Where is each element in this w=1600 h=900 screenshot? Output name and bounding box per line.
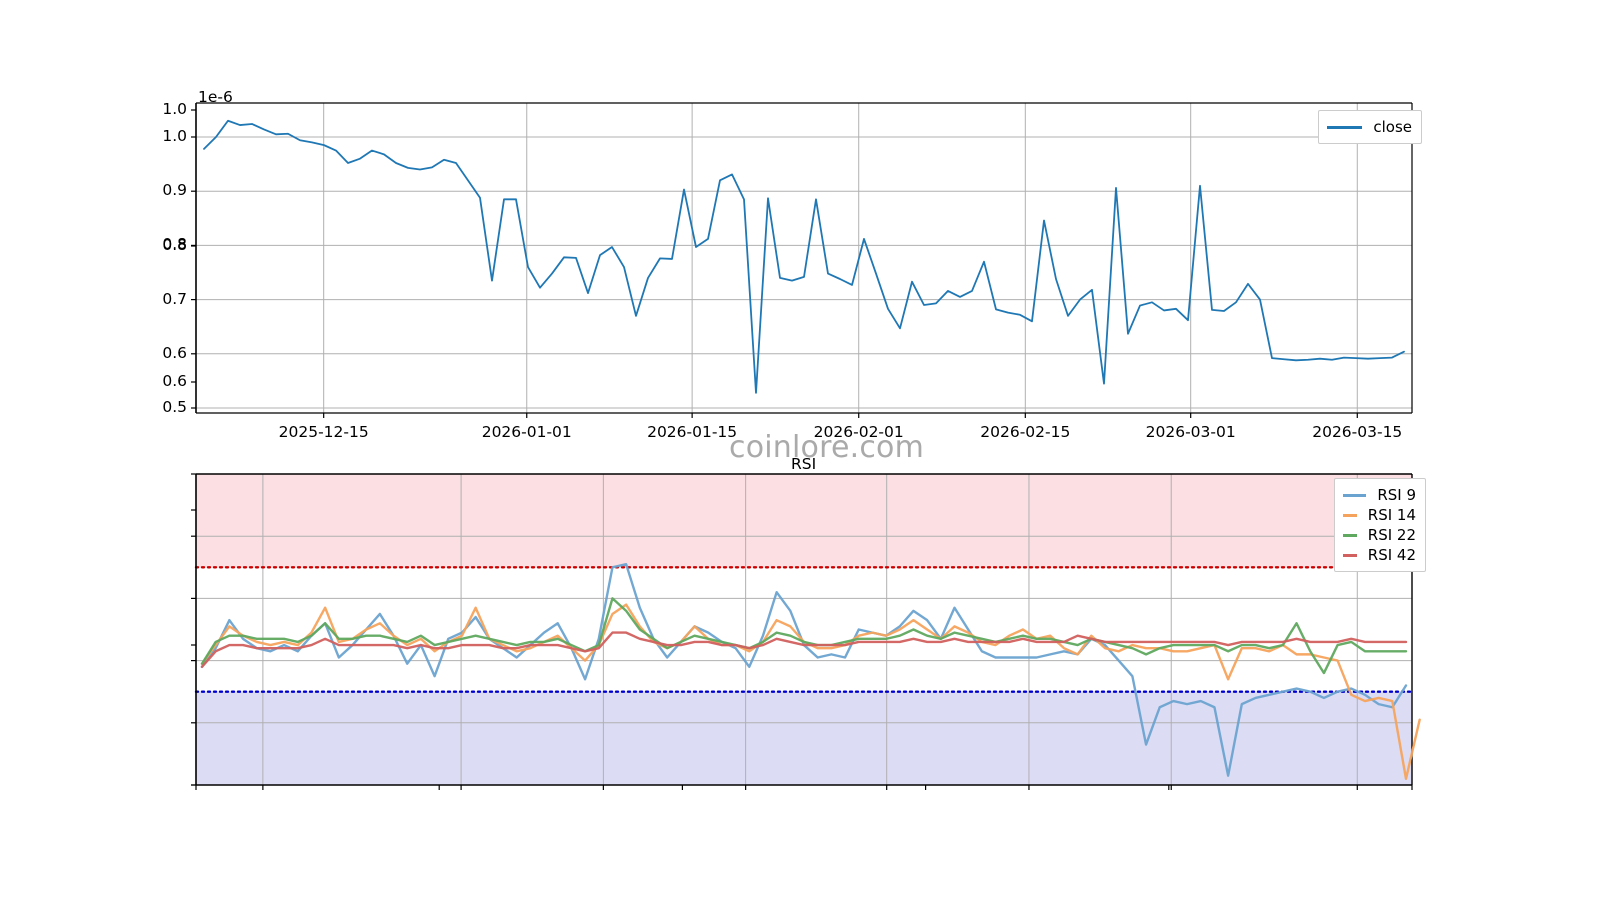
axis-tick-label: 0.5 xyxy=(162,398,187,416)
axis-tick-label: 0.7 xyxy=(162,289,187,308)
axis-tick-label: 1.0 xyxy=(162,100,187,118)
legend-item: RSI 42 xyxy=(1343,545,1416,565)
legend-color-swatch xyxy=(1327,125,1363,129)
axis-tick-label: 2025-12-15 xyxy=(278,423,369,441)
axis-tick-label: 0.6 xyxy=(162,372,187,390)
legend-color-swatch xyxy=(1343,533,1357,537)
legend-color-swatch xyxy=(1343,553,1357,557)
axis-tick-label: 2026-02-01 xyxy=(813,423,904,441)
rsi-chart-panel: RSI 100806040200 0.40.20.0 2026-01-22202… xyxy=(0,455,1600,900)
rsi-chart-plot xyxy=(191,473,1421,790)
axis-tick-label: 2026-02-15 xyxy=(980,423,1071,441)
axis-tick-label: 2026-03-15 xyxy=(1312,423,1403,441)
legend-label: RSI 22 xyxy=(1367,526,1416,544)
axis-tick-label: 2026-01-15 xyxy=(647,423,738,441)
price-chart-panel: 1e-6 1.0 0.9 0.8 0.7 0.6 0.5 1.0 0.8 0.6 2025-1… xyxy=(162,88,1422,441)
axis-tick-label: 1.0 xyxy=(162,127,187,145)
legend-item: RSI 22 xyxy=(1343,525,1416,545)
axis-tick-label: 0.8 xyxy=(162,236,187,254)
legend-color-swatch xyxy=(1343,493,1367,497)
watermark-coinlore: coinlore.com xyxy=(729,430,925,465)
axis-tick-label: 0.8 xyxy=(162,235,187,254)
legend-label: close xyxy=(1373,118,1412,136)
legend-item: RSI 14 xyxy=(1343,505,1416,525)
axis-tick-label: 2026-01-01 xyxy=(481,423,572,441)
price-chart-legend[interactable]: close xyxy=(1318,110,1422,144)
rsi-panel-title: RSI xyxy=(791,455,817,473)
price-chart-plot xyxy=(191,102,1413,418)
rsi-chart-legend[interactable]: RSI 9 RSI 14 RSI 22 RSI 42 xyxy=(1334,478,1426,572)
legend-color-swatch xyxy=(1343,513,1357,517)
axis-tick-label: 0.6 xyxy=(162,343,187,362)
legend-label: RSI 42 xyxy=(1367,546,1416,564)
axis-tick-label: 2026-03-01 xyxy=(1145,423,1236,441)
legend-item: close xyxy=(1327,117,1412,137)
price-y-axis-offset-label: 1e-6 xyxy=(198,88,233,106)
legend-label: RSI 9 xyxy=(1377,486,1416,504)
legend-item: RSI 9 xyxy=(1343,485,1416,505)
legend-label: RSI 14 xyxy=(1367,506,1416,524)
axis-tick-label: 0.9 xyxy=(162,181,187,200)
